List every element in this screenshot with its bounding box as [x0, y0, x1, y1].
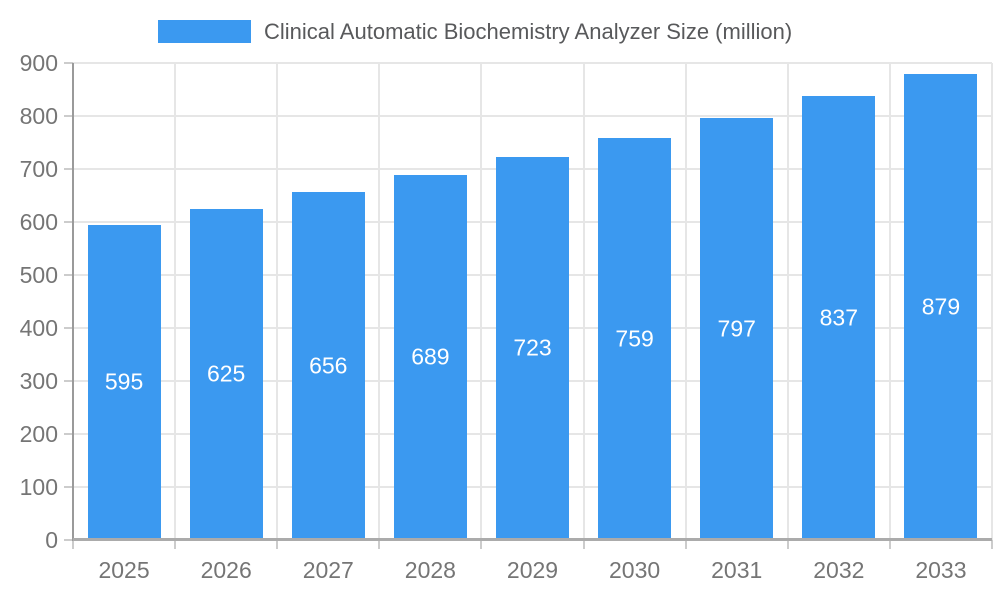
- bar: 625: [189, 208, 263, 540]
- x-gridline: [582, 63, 585, 540]
- bar: 879: [904, 74, 978, 540]
- bar-value-label: 595: [104, 368, 144, 395]
- legend-label: Clinical Automatic Biochemistry Analyzer…: [264, 18, 793, 44]
- y-tick: [64, 327, 73, 329]
- x-tick: [480, 540, 483, 549]
- x-gridline: [480, 63, 483, 540]
- x-tick: [276, 540, 279, 549]
- bar: 837: [802, 96, 876, 540]
- x-gridline: [888, 63, 891, 540]
- x-tick-label: 2030: [609, 557, 661, 583]
- bar-value-label: 879: [921, 293, 961, 320]
- bar: 595: [87, 224, 161, 540]
- y-tick: [64, 168, 73, 170]
- y-tick-label: 600: [19, 209, 58, 235]
- bar-value-label: 797: [717, 315, 756, 342]
- y-tick-label: 300: [19, 368, 58, 394]
- y-gridline: [73, 115, 992, 117]
- bar-value-label: 837: [819, 304, 859, 331]
- x-tick: [786, 540, 789, 549]
- legend: Clinical Automatic Biochemistry Analyzer…: [158, 18, 793, 44]
- x-gridline: [378, 63, 381, 540]
- x-tick-label: 2029: [506, 557, 559, 583]
- y-tick-label: 700: [19, 156, 58, 182]
- x-gridline: [786, 63, 789, 540]
- x-tick-label: 2032: [813, 557, 865, 583]
- y-tick: [64, 380, 73, 382]
- y-tick: [64, 274, 73, 276]
- y-tick-label: 800: [19, 103, 58, 129]
- x-tick-label: 2026: [200, 557, 252, 583]
- x-tick: [174, 540, 177, 549]
- x-gridline: [276, 63, 279, 540]
- bar-value-label: 759: [615, 325, 654, 352]
- bar-value-label: 723: [513, 334, 552, 361]
- y-tick: [64, 221, 73, 223]
- x-tick: [72, 540, 74, 549]
- x-gridline: [991, 63, 993, 540]
- y-gridline: [73, 62, 992, 64]
- bar: 656: [291, 192, 365, 540]
- bar: 759: [598, 137, 672, 540]
- y-tick-label: 0: [45, 527, 58, 553]
- y-tick-label: 400: [19, 315, 58, 341]
- y-tick: [64, 486, 73, 488]
- x-tick: [888, 540, 891, 549]
- x-tick-label: 2025: [98, 557, 150, 583]
- x-axis-line: [73, 538, 992, 541]
- bar-value-label: 625: [206, 360, 246, 387]
- x-gridline: [684, 63, 687, 540]
- y-tick-label: 200: [19, 421, 58, 447]
- legend-swatch: [158, 20, 251, 43]
- y-tick: [64, 433, 73, 435]
- x-tick: [991, 540, 993, 549]
- y-tick: [64, 62, 73, 64]
- x-tick-label: 2031: [711, 557, 763, 583]
- x-tick: [582, 540, 585, 549]
- y-tick-label: 500: [19, 262, 58, 288]
- y-tick: [64, 539, 73, 541]
- y-axis-line: [72, 63, 74, 541]
- x-tick-label: 2033: [915, 557, 967, 583]
- bar: 797: [700, 117, 774, 540]
- bar-value-label: 689: [411, 343, 450, 370]
- bar: 723: [496, 156, 569, 540]
- x-tick-label: 2028: [404, 557, 456, 583]
- bar-value-label: 656: [309, 352, 348, 379]
- x-tick-label: 2027: [302, 557, 354, 583]
- x-tick: [684, 540, 687, 549]
- y-tick: [64, 115, 73, 117]
- y-tick-label: 900: [19, 50, 58, 76]
- x-gridline: [174, 63, 177, 540]
- y-tick-label: 100: [19, 474, 58, 500]
- bar: 689: [393, 174, 467, 540]
- x-tick: [378, 540, 381, 549]
